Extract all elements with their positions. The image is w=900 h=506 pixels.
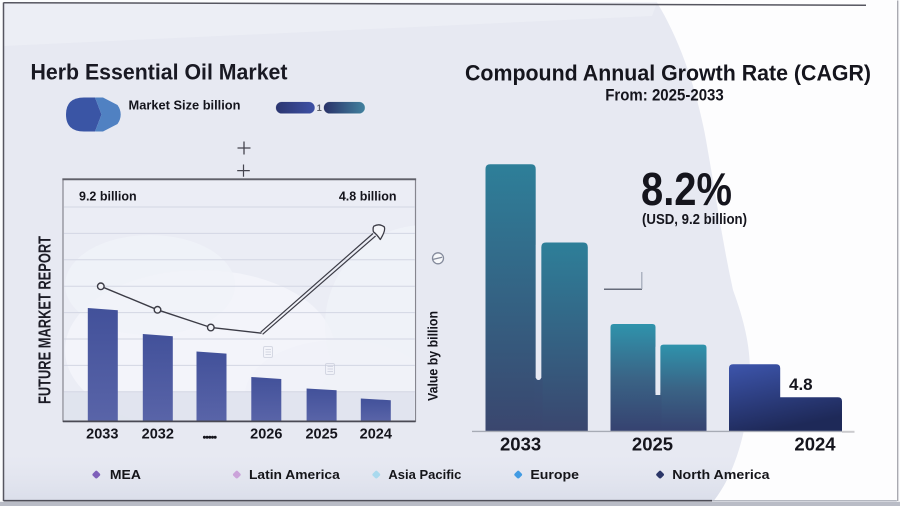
svg-text:Market Size billion: Market Size billion [129, 98, 241, 113]
svg-text:4.8 billion: 4.8 billion [339, 190, 397, 204]
svg-text:2024: 2024 [794, 434, 836, 455]
svg-text:FUTURE MARKET REPORT: FUTURE MARKET REPORT [35, 236, 55, 404]
svg-text:2025: 2025 [305, 427, 337, 443]
svg-text:4.8: 4.8 [789, 375, 813, 394]
svg-text:Value by billion: Value by billion [426, 311, 441, 401]
svg-text:North America: North America [672, 467, 770, 482]
svg-text:(USD, 9.2 billion): (USD, 9.2 billion) [642, 211, 747, 228]
svg-text:MEA: MEA [110, 467, 142, 482]
svg-text:Asia Pacific: Asia Pacific [388, 467, 461, 482]
svg-text:8.2%: 8.2% [641, 163, 732, 215]
svg-text:2032: 2032 [142, 427, 174, 443]
svg-text:2026: 2026 [250, 427, 282, 443]
svg-text:9.2 billion: 9.2 billion [79, 190, 137, 204]
svg-text:Latin America: Latin America [249, 467, 341, 482]
svg-text:2033: 2033 [86, 427, 118, 443]
svg-text:Europe: Europe [530, 467, 579, 482]
svg-text:1: 1 [317, 103, 322, 113]
svg-text:2033: 2033 [500, 434, 541, 455]
svg-text:From: 2025-2033: From: 2025-2033 [605, 86, 724, 104]
svg-text:2024: 2024 [360, 427, 392, 443]
svg-text:Compound Annual Growth Rate (C: Compound Annual Growth Rate (CAGR) [465, 60, 871, 85]
svg-text:Herb Essential Oil Market: Herb Essential Oil Market [31, 59, 289, 84]
svg-text:2025: 2025 [632, 434, 673, 455]
